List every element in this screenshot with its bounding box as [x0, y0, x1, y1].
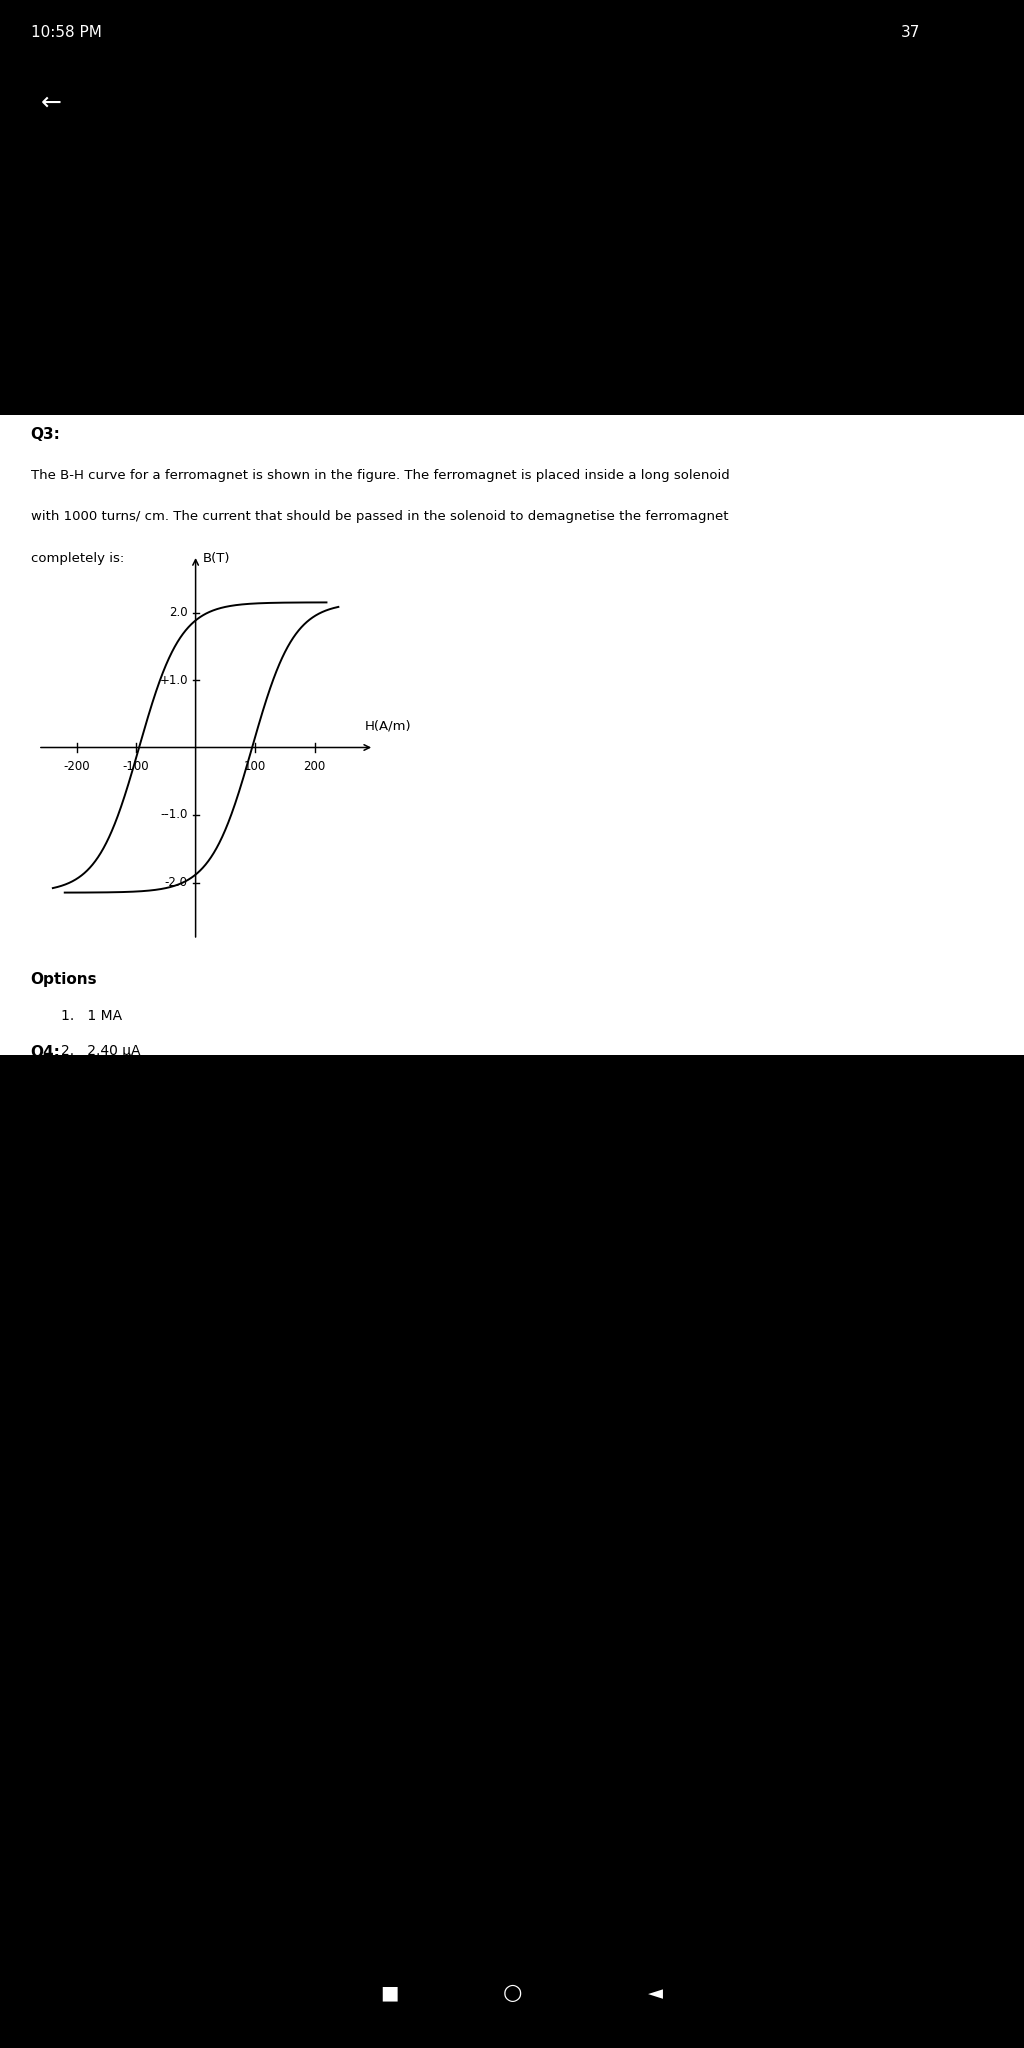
Text: ○: ○ [503, 1982, 521, 2003]
Text: 10:58 PM: 10:58 PM [31, 25, 101, 39]
Text: ←: ← [41, 90, 62, 115]
Text: +1.0: +1.0 [160, 674, 187, 686]
Text: -2.0: -2.0 [165, 877, 187, 889]
Text: 200: 200 [303, 760, 326, 772]
Text: 3.   20μA: 3. 20μA [61, 1079, 124, 1092]
Text: 2.0: 2.0 [169, 606, 187, 618]
Text: 100: 100 [244, 760, 266, 772]
Text: B(T): B(T) [203, 551, 230, 565]
Text: -200: -200 [63, 760, 90, 772]
Text: 2.   2.40 μA: 2. 2.40 μA [61, 1044, 141, 1057]
Text: completely is:: completely is: [31, 551, 124, 565]
Text: 4.   2 mA: 4. 2 mA [61, 1114, 124, 1126]
Text: The B-H curve for a ferromagnet is shown in the figure. The ferromagnet is place: The B-H curve for a ferromagnet is shown… [31, 469, 729, 481]
Text: 37: 37 [901, 25, 921, 39]
Text: Q3:: Q3: [31, 428, 60, 442]
Text: ■: ■ [380, 1985, 398, 2003]
Text: with 1000 turns/ cm. The current that should be passed in the solenoid to demagn: with 1000 turns/ cm. The current that sh… [31, 510, 728, 522]
Text: Q4:: Q4: [31, 1044, 60, 1061]
Text: ◄: ◄ [648, 1985, 663, 2003]
Text: 1.   1 MA: 1. 1 MA [61, 1010, 123, 1022]
Text: Options: Options [31, 973, 97, 987]
Text: -100: -100 [123, 760, 150, 772]
Text: H(A/m): H(A/m) [366, 719, 412, 733]
Text: --1.0: --1.0 [161, 809, 187, 821]
